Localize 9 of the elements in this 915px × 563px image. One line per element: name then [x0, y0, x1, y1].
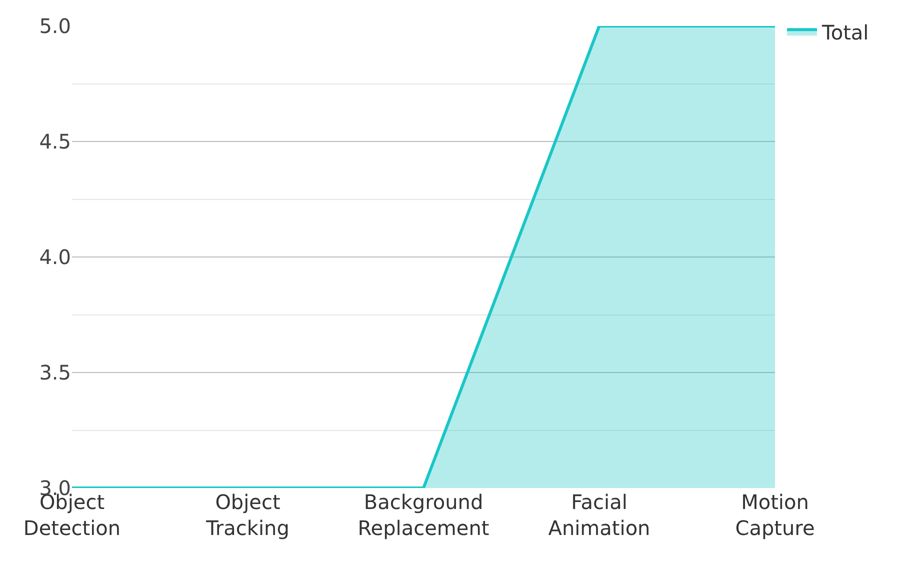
x-tick-label: Motion Capture [735, 490, 815, 540]
y-tick-label: 5.0 [39, 14, 71, 38]
x-tick-label: Facial Animation [548, 490, 650, 540]
y-tick-label: 4.0 [39, 245, 71, 269]
x-tick-label: Object Tracking [205, 490, 290, 540]
x-tick-label: Background Replacement [358, 490, 490, 540]
legend-label: Total [821, 20, 869, 44]
y-tick-label: 4.5 [39, 130, 71, 154]
y-tick-label: 3.5 [39, 360, 71, 384]
